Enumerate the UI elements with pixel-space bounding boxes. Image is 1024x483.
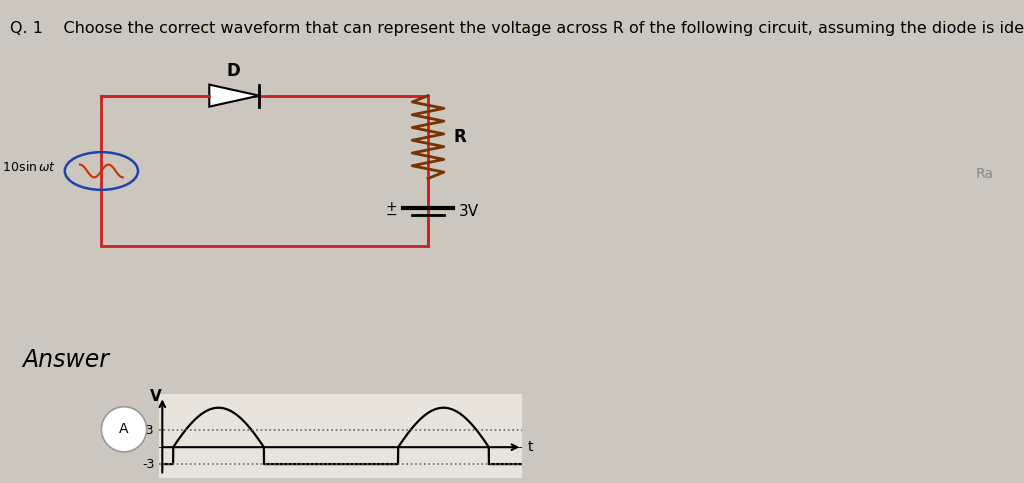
Text: Ra: Ra bbox=[975, 167, 993, 181]
Text: Q. 1    Choose the correct waveform that can represent the voltage across R of t: Q. 1 Choose the correct waveform that ca… bbox=[10, 21, 1024, 36]
Text: V: V bbox=[150, 389, 162, 404]
Text: -3: -3 bbox=[142, 457, 155, 470]
Text: −: − bbox=[385, 208, 397, 222]
Text: D: D bbox=[226, 62, 240, 80]
Text: +3: +3 bbox=[136, 424, 155, 437]
Text: +: + bbox=[385, 200, 397, 214]
Text: Answer: Answer bbox=[23, 348, 110, 372]
Polygon shape bbox=[209, 85, 259, 107]
Circle shape bbox=[101, 407, 146, 452]
Text: A: A bbox=[119, 422, 129, 436]
Bar bbox=[101, 96, 428, 246]
Text: R: R bbox=[454, 128, 466, 146]
Text: $V_i=10\sin\omega t$: $V_i=10\sin\omega t$ bbox=[0, 160, 56, 176]
Text: 3V: 3V bbox=[459, 204, 479, 219]
Text: t: t bbox=[527, 440, 534, 454]
